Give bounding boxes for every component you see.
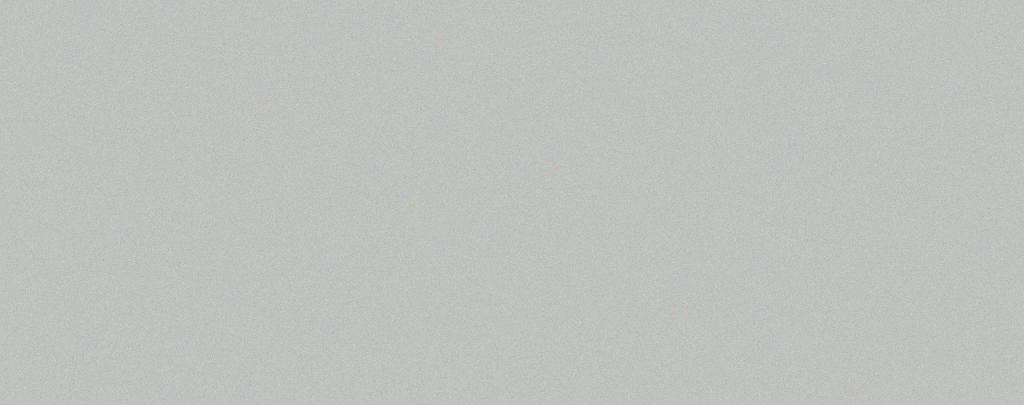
Text: (3): (3) xyxy=(961,167,986,186)
Text: (5)   6   7: (5) 6 7 xyxy=(350,399,426,405)
Text: (2)  5p < 6s < 4f < 5d: (2) 5p < 6s < 4f < 5d xyxy=(480,307,689,326)
Text: (4)  5p < 5d < 4f < 6s: (4) 5p < 5d < 4f < 6s xyxy=(480,270,689,289)
Text: azin: azin xyxy=(961,400,998,405)
Text: atom are: atom are xyxy=(168,167,259,186)
Text: Ligh......(5)   6: Ligh......(5) 6 xyxy=(280,403,387,405)
Text: (4)  8: (4) 8 xyxy=(480,85,530,104)
Text: nu: nu xyxy=(961,35,984,54)
Text: (3)  21: (3) 21 xyxy=(195,85,257,104)
Text: Number of spectral line in Balmer series when an: Number of spectral line in Balmer series… xyxy=(168,227,668,246)
Text: (2)  6: (2) 6 xyxy=(480,125,530,144)
Text: orbitals is: orbitals is xyxy=(168,350,266,369)
Text: 14.: 14. xyxy=(138,227,173,246)
Text: calc: calc xyxy=(961,377,997,396)
Text: electron return from 7th orbit to 1st orbit of hydrogen: electron return from 7th orbit to 1st or… xyxy=(168,197,712,216)
Text: leve: leve xyxy=(961,350,999,369)
Text: · (1)  5p < 4f < 6s < 5d: · (1) 5p < 4f < 6s < 5d xyxy=(195,307,417,326)
Text: 13.: 13. xyxy=(138,377,173,396)
Text: 15.  Which shall would be the f...: 15. Which shall would be the f... xyxy=(138,35,457,54)
Text: (1)  5: (1) 5 xyxy=(195,125,246,144)
Text: (3)  4f < 5p < 5d < 6s: (3) 4f < 5p < 5d < 6s xyxy=(195,270,404,289)
Text: (1): (1) xyxy=(961,270,986,289)
Text: The correct order of increasing energy of atomic: The correct order of increasing energy o… xyxy=(168,377,657,396)
Text: 24.  Fo: 24. Fo xyxy=(925,85,1001,104)
